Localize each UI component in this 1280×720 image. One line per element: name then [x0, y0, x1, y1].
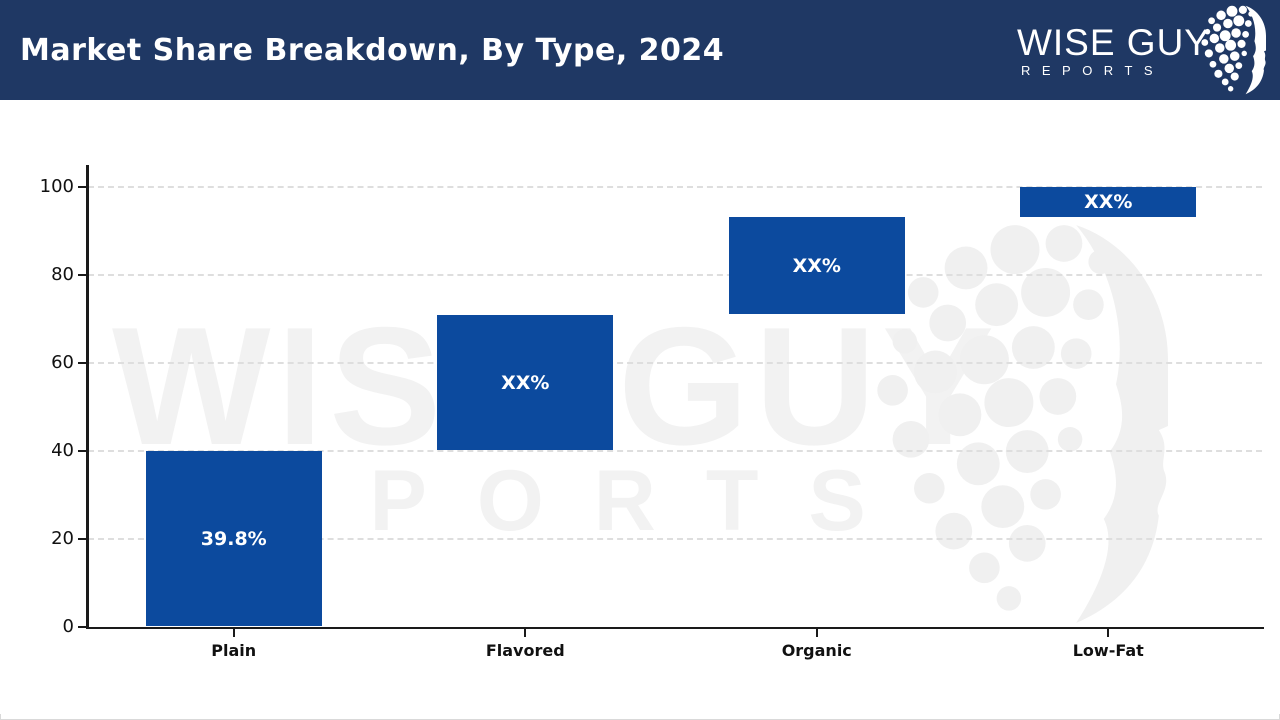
- y-tick-label: 0: [62, 615, 74, 637]
- gridline: [88, 273, 1262, 276]
- x-category-label: Organic: [781, 640, 852, 660]
- x-tick-mark: [524, 628, 527, 637]
- y-axis-spine: [86, 165, 89, 629]
- chart-plot-area: WISE GUY REPORTS 0 20 40 60 80 100 39.8% Plain X…: [0, 100, 1280, 714]
- y-tick-label: 100: [39, 175, 74, 197]
- y-tick-mark: [78, 273, 87, 276]
- logo-wordmark: WISE GUY: [1016, 21, 1210, 63]
- bar-value-label: XX%: [501, 371, 550, 394]
- x-category-label: Low-Fat: [1072, 640, 1144, 660]
- y-tick-label: 20: [51, 527, 74, 549]
- x-tick-mark: [815, 628, 818, 637]
- y-tick-mark: [78, 361, 87, 364]
- y-tick-label: 80: [51, 263, 74, 285]
- gridline: [88, 185, 1262, 188]
- y-tick-mark: [78, 185, 87, 188]
- x-tick-mark: [232, 628, 235, 637]
- wise-guy-reports-logo: WISE GUY REPORTS: [1017, 4, 1266, 96]
- waterfall-bar-organic: XX%: [728, 217, 905, 315]
- gridline: [88, 449, 1262, 452]
- gridline: [88, 537, 1262, 540]
- dotted-head-icon: [1201, 5, 1266, 95]
- bar-value-label: XX%: [792, 254, 841, 277]
- x-category-label: Plain: [211, 640, 257, 660]
- waterfall-bar-plain: 39.8%: [145, 451, 322, 627]
- y-tick-label: 60: [51, 351, 74, 373]
- x-tick-mark: [1107, 628, 1110, 637]
- x-axis-spine: [86, 626, 1264, 629]
- waterfall-bar-low-fat: XX%: [1020, 186, 1197, 218]
- waterfall-bar-flavored: XX%: [437, 314, 614, 451]
- gridline: [88, 361, 1262, 364]
- y-tick-label: 40: [51, 439, 74, 461]
- chart-title: Market Share Breakdown, By Type, 2024: [20, 32, 725, 68]
- x-category-label: Flavored: [485, 640, 565, 660]
- y-tick-mark: [78, 537, 87, 540]
- logo-subtitle: REPORTS: [1020, 62, 1165, 78]
- header-banner: Market Share Breakdown, By Type, 2024 WI…: [0, 0, 1280, 100]
- bar-value-label: 39.8%: [200, 527, 267, 550]
- y-tick-mark: [78, 449, 87, 452]
- watermark-dotted-head-icon: [877, 225, 1168, 623]
- logo-text: WISE GUY REPORTS: [1017, 24, 1210, 77]
- bar-value-label: XX%: [1084, 190, 1133, 213]
- y-tick-mark: [78, 625, 87, 628]
